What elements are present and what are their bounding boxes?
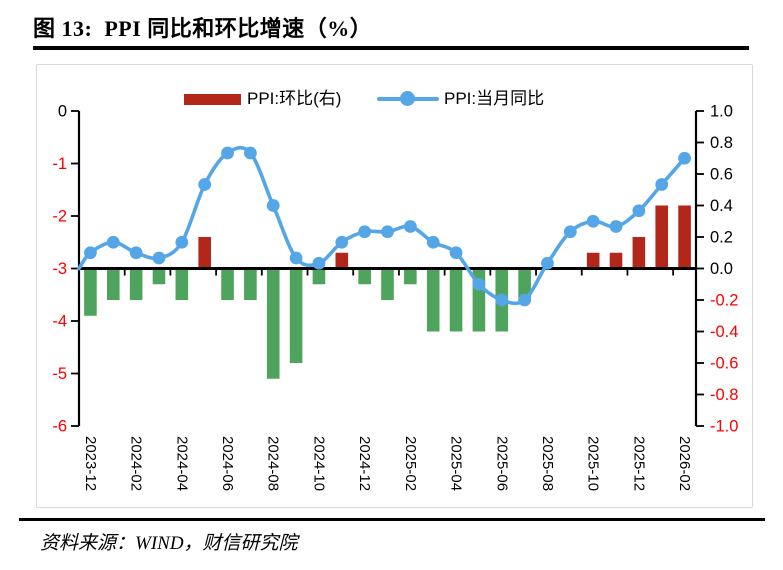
bar-2024-09 xyxy=(289,268,303,363)
right-axis-tick-label: 0.8 xyxy=(710,134,733,152)
x-axis-tick-label: 2023-12 xyxy=(82,436,99,491)
bar-2024-08 xyxy=(266,268,280,379)
chart-legend: PPI:环比(右) PPI:当月同比 xyxy=(37,87,754,111)
bar-2025-01 xyxy=(381,268,394,300)
left-axis-tick-label: -2 xyxy=(52,208,67,226)
line-marker-2024-09 xyxy=(289,251,303,265)
line-series-path xyxy=(77,145,687,306)
bar-2024-02 xyxy=(129,268,143,300)
left-axis-tick-label: -1 xyxy=(52,155,67,173)
bar-2025-07 xyxy=(518,268,531,300)
bar-2025-03 xyxy=(426,268,440,332)
right-axis-tick-label: -0.6 xyxy=(710,355,738,373)
bar-2026-02 xyxy=(678,205,691,269)
x-axis-tick-label: 2025-10 xyxy=(585,436,602,491)
x-axis-tick-label: 2024-12 xyxy=(356,436,373,491)
x-axis-tick-label: 2024-04 xyxy=(173,436,190,491)
left-axis-tick-label: 0 xyxy=(58,103,67,121)
line-marker-2024-12 xyxy=(358,225,372,239)
legend-line-label: PPI:当月同比 xyxy=(444,89,545,108)
line-marker-2025-06 xyxy=(495,293,509,307)
line-marker-2024-02 xyxy=(129,246,143,260)
legend-bar-label: PPI:环比(右) xyxy=(247,89,342,108)
x-axis-tick-label: 2024-02 xyxy=(128,436,145,491)
x-axis-tick-label: 2025-08 xyxy=(539,436,556,491)
bar-2024-11 xyxy=(335,252,349,269)
title-divider xyxy=(33,46,749,50)
legend-line-marker-icon xyxy=(400,91,415,106)
x-axis-tick-label: 2025-12 xyxy=(630,436,647,491)
legend-bar-swatch xyxy=(184,94,241,105)
left-axis-tick-label: -5 xyxy=(52,365,67,383)
bar-2024-05 xyxy=(198,237,211,269)
bar-2024-06 xyxy=(221,268,234,300)
footer-divider xyxy=(19,518,765,521)
line-marker-2024-06 xyxy=(221,146,234,160)
bar-2025-04 xyxy=(449,268,463,332)
right-axis-tick-label: -0.8 xyxy=(710,386,738,404)
ppi-combo-chart: 0 -1 -2 -3 -4 -5 -6 1.0 0.8 0.6 0.4 0.2 0.0 -0.2 -0.4 -… xyxy=(52,103,738,492)
x-axis-tick-label: 2025-04 xyxy=(448,436,465,491)
line-marker-2024-03 xyxy=(152,251,166,265)
line-marker-2026-01 xyxy=(655,178,669,191)
line-marker-2024-07 xyxy=(243,146,257,160)
bar-2025-12 xyxy=(632,237,646,269)
line-marker-2025-01 xyxy=(381,225,394,239)
line-marker-2024-08 xyxy=(266,199,280,212)
right-axis-tick-label: 0.6 xyxy=(710,166,733,184)
line-marker-2025-10 xyxy=(586,214,600,228)
right-axis-tick-label: -0.4 xyxy=(710,323,738,341)
right-axis-tick-label: -0.2 xyxy=(710,292,738,310)
x-axis-tick-label: 2026-02 xyxy=(676,436,693,491)
line-marker-2025-08 xyxy=(541,256,554,270)
line-marker-2025-02 xyxy=(403,220,417,233)
line-marker-2024-04 xyxy=(175,235,189,249)
bar-2024-01 xyxy=(106,268,120,300)
line-marker-2025-03 xyxy=(426,235,440,249)
bar-2024-03 xyxy=(152,268,166,285)
x-axis-tick-label: 2024-06 xyxy=(219,436,236,491)
chart-frame: PPI:环比(右) PPI:当月同比 0 -1 -2 -3 -4 -5 -6 1.0 0.8 0.… xyxy=(36,64,753,508)
x-axis-tick-label: 2025-06 xyxy=(493,436,510,491)
source-note: 资料来源：WIND，财信研究院 xyxy=(40,533,298,554)
x-axis-tick-label: 2024-08 xyxy=(265,436,282,491)
right-axis-tick-label: 1.0 xyxy=(710,103,733,121)
right-axis-tick-label: 0.4 xyxy=(710,197,733,215)
line-marker-2025-12 xyxy=(632,204,646,218)
bar-2024-10 xyxy=(312,268,326,285)
line-marker-2023-12 xyxy=(84,246,97,260)
line-marker-2025-11 xyxy=(609,220,623,233)
bar-2025-02 xyxy=(404,268,417,285)
line-marker-2025-05 xyxy=(472,277,486,291)
left-axis-tick-label: -4 xyxy=(52,313,67,331)
left-axis-tick-label: -6 xyxy=(52,418,67,436)
bar-2024-07 xyxy=(244,268,257,300)
bar-2024-12 xyxy=(358,268,371,285)
line-marker-2025-04 xyxy=(449,246,463,260)
bar-2025-10 xyxy=(586,252,600,269)
line-marker-2025-09 xyxy=(563,225,577,239)
bar-2025-11 xyxy=(609,252,623,269)
bar-2026-01 xyxy=(655,205,669,269)
left-axis-tick-label: -3 xyxy=(52,260,67,278)
line-marker-2024-01 xyxy=(106,235,120,249)
bar-2024-04 xyxy=(175,268,189,300)
right-axis-tick-label: 0.0 xyxy=(710,260,733,278)
line-marker-2024-10 xyxy=(312,256,326,270)
line-marker-2026-02 xyxy=(678,151,691,165)
figure-title: 图 13: PPI 同比和环比增速（%） xyxy=(33,16,373,41)
line-marker-2024-11 xyxy=(335,235,349,249)
line-marker-2025-07 xyxy=(518,293,532,307)
right-axis-tick-label: -1.0 xyxy=(710,418,738,436)
bar-2023-12 xyxy=(84,268,97,316)
x-axis-tick-label: 2024-10 xyxy=(310,436,327,491)
line-marker-2024-05 xyxy=(198,178,212,191)
x-axis-tick-label: 2025-02 xyxy=(402,436,419,491)
right-axis-tick-label: 0.2 xyxy=(710,229,733,247)
